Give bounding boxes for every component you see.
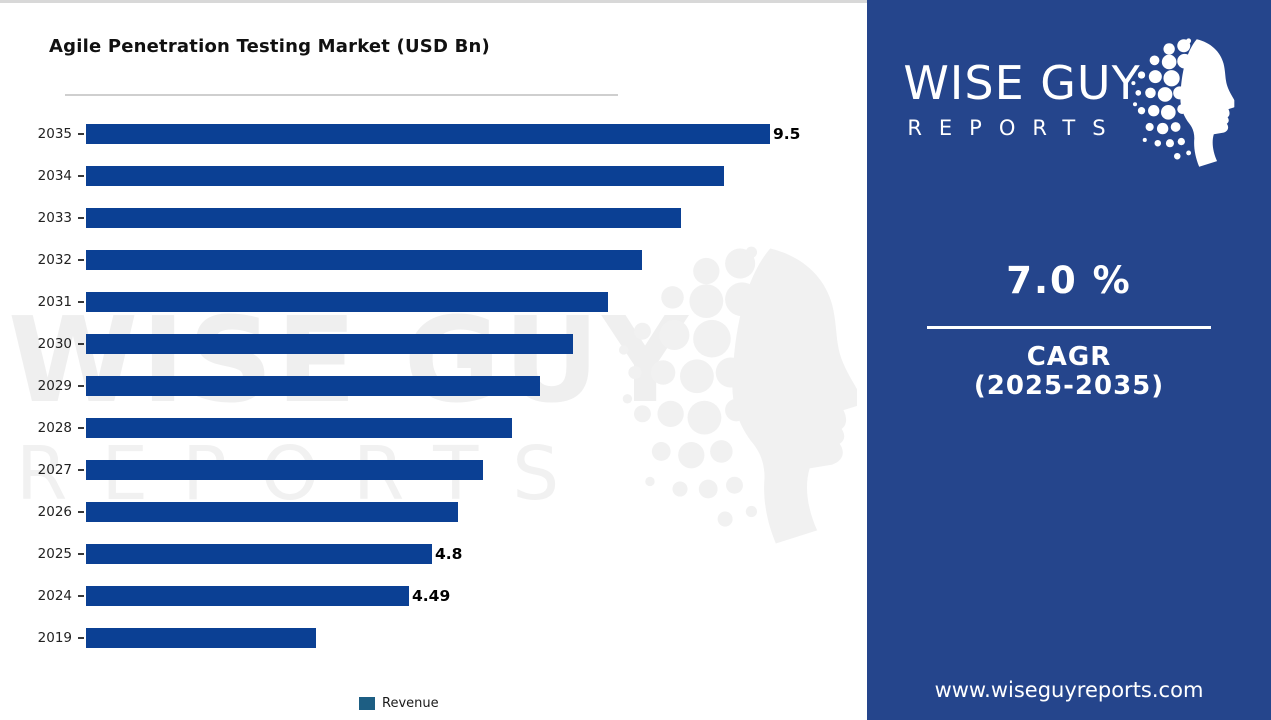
cagr-value: 7.0 % (1006, 259, 1132, 302)
cagr-block: 7.0 % CAGR (2025-2035) (867, 258, 1271, 401)
bar-row: 2025 4.8 (0, 533, 867, 575)
revenue-bar (86, 628, 316, 648)
y-axis-label: 2029 (37, 378, 72, 394)
revenue-bar (86, 544, 432, 564)
y-axis-tick (78, 553, 84, 555)
bar-row: 2033 (0, 197, 867, 239)
bar-row: 2031 (0, 281, 867, 323)
bar-value-label: 4.8 (435, 545, 463, 563)
revenue-bar (86, 208, 681, 228)
revenue-bar (86, 334, 573, 354)
logo-wordmark: WISE GUY (903, 56, 1141, 110)
revenue-bar (86, 124, 770, 144)
bar-row: 2027 (0, 449, 867, 491)
bar-row: 2035 9.5 (0, 113, 867, 155)
cagr-divider (927, 326, 1211, 329)
y-axis-tick (78, 637, 84, 639)
legend: Revenue (359, 696, 439, 711)
y-axis-tick (78, 175, 84, 177)
revenue-bar (86, 250, 642, 270)
y-axis-label: 2028 (37, 420, 72, 436)
website-url: www.wiseguyreports.com (934, 678, 1204, 702)
revenue-bar (86, 460, 483, 480)
bar-row: 2030 (0, 323, 867, 365)
chart-area: WISE GUY REPORTS Agile Penetration Testi… (0, 0, 867, 711)
bar-row: 2029 (0, 365, 867, 407)
bar-row: 2034 (0, 155, 867, 197)
y-axis-label: 2035 (37, 126, 72, 142)
y-axis-label: 2032 (37, 252, 72, 268)
y-axis-tick (78, 343, 84, 345)
bar-value-label: 4.49 (412, 587, 451, 605)
y-axis-label: 2024 (37, 588, 72, 604)
brand-panel: WISE GUY REPORTS 7.0 % CAGR (2025-2035) … (867, 0, 1271, 720)
y-axis-tick (78, 301, 84, 303)
revenue-bar (86, 418, 512, 438)
y-axis-label: 2019 (37, 630, 72, 646)
y-axis-tick (78, 595, 84, 597)
revenue-bar (86, 166, 724, 186)
cagr-label: CAGR (1026, 342, 1112, 372)
wise-guy-reports-logo: WISE GUY REPORTS (903, 38, 1235, 170)
revenue-bar (86, 502, 458, 522)
chart-title: Agile Penetration Testing Market (USD Bn… (49, 36, 490, 57)
logo-subtitle: REPORTS (907, 116, 1123, 140)
y-axis-label: 2034 (37, 168, 72, 184)
y-axis-tick (78, 217, 84, 219)
y-axis-tick (78, 259, 84, 261)
head-profile-icon (1131, 38, 1235, 167)
y-axis-tick (78, 427, 84, 429)
revenue-bar (86, 376, 540, 396)
y-axis-label: 2026 (37, 504, 72, 520)
title-underline (65, 94, 618, 96)
bar-row: 2024 4.49 (0, 575, 867, 617)
y-axis-label: 2025 (37, 546, 72, 562)
y-axis-tick (78, 133, 84, 135)
y-axis-label: 2030 (37, 336, 72, 352)
y-axis-tick (78, 469, 84, 471)
logo-text: WISE GUY REPORTS (903, 44, 1140, 140)
y-axis-tick (78, 511, 84, 513)
revenue-bar (86, 292, 608, 312)
y-axis-label: 2033 (37, 210, 72, 226)
cagr-range: (2025-2035) (973, 371, 1165, 401)
y-axis-label: 2031 (37, 294, 72, 310)
y-axis-tick (78, 385, 84, 387)
revenue-bar (86, 586, 409, 606)
plot-area: 2035 9.5 2034 2033 2032 2031 2030 2029 2028 2027 2… (0, 113, 867, 659)
legend-swatch-revenue (359, 697, 375, 710)
legend-label: Revenue (382, 696, 439, 711)
bar-row: 2028 (0, 407, 867, 449)
bar-row: 2019 (0, 617, 867, 659)
bar-value-label: 9.5 (773, 125, 801, 143)
bar-row: 2026 (0, 491, 867, 533)
y-axis-label: 2027 (37, 462, 72, 478)
bar-row: 2032 (0, 239, 867, 281)
